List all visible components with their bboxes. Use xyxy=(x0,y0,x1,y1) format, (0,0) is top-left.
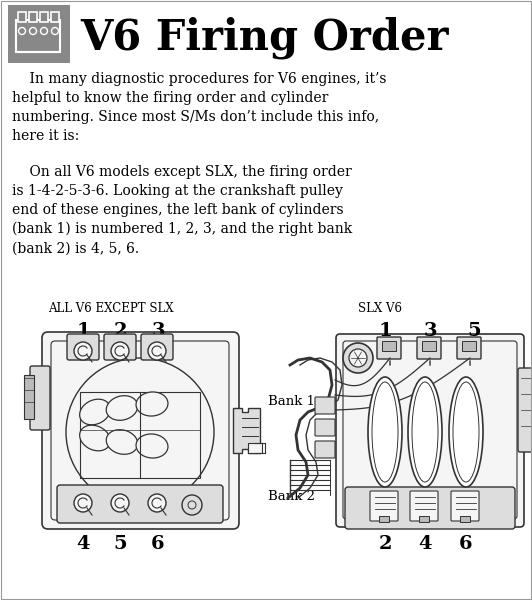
Bar xyxy=(8,5,70,63)
Circle shape xyxy=(29,28,37,34)
Circle shape xyxy=(19,28,26,34)
FancyBboxPatch shape xyxy=(336,334,524,527)
Text: Bank 1: Bank 1 xyxy=(268,395,315,408)
Circle shape xyxy=(74,494,92,512)
Ellipse shape xyxy=(66,358,214,506)
FancyBboxPatch shape xyxy=(451,491,479,521)
Text: 6: 6 xyxy=(151,535,165,553)
FancyBboxPatch shape xyxy=(417,337,441,359)
FancyBboxPatch shape xyxy=(104,334,136,360)
Text: 4: 4 xyxy=(418,535,432,553)
Text: V6 Firing Order: V6 Firing Order xyxy=(80,17,448,59)
Text: SLX V6: SLX V6 xyxy=(358,302,402,315)
Text: 1: 1 xyxy=(76,322,90,340)
Circle shape xyxy=(40,28,47,34)
Ellipse shape xyxy=(80,425,110,451)
Bar xyxy=(18,12,26,22)
Circle shape xyxy=(111,342,129,360)
Ellipse shape xyxy=(412,382,438,482)
Circle shape xyxy=(111,494,129,512)
Bar xyxy=(462,341,476,351)
Text: 4: 4 xyxy=(76,535,90,553)
Ellipse shape xyxy=(453,382,479,482)
Circle shape xyxy=(349,349,367,367)
Bar xyxy=(248,443,262,453)
FancyBboxPatch shape xyxy=(16,20,60,52)
Text: Bank 2: Bank 2 xyxy=(268,490,315,503)
Bar xyxy=(24,375,34,419)
Text: 2: 2 xyxy=(113,322,127,340)
Circle shape xyxy=(74,342,92,360)
Text: In many diagnostic procedures for V6 engines, it’s
helpful to know the firing or: In many diagnostic procedures for V6 eng… xyxy=(12,72,387,143)
Ellipse shape xyxy=(372,382,398,482)
Bar xyxy=(40,12,48,22)
Bar xyxy=(460,516,470,522)
Text: 1: 1 xyxy=(378,322,392,340)
Circle shape xyxy=(343,343,373,373)
Text: 5: 5 xyxy=(467,322,481,340)
Bar xyxy=(80,392,200,478)
Ellipse shape xyxy=(368,377,402,487)
Circle shape xyxy=(148,494,166,512)
FancyBboxPatch shape xyxy=(315,441,335,458)
Polygon shape xyxy=(233,408,260,453)
FancyBboxPatch shape xyxy=(457,337,481,359)
FancyBboxPatch shape xyxy=(315,419,335,436)
Circle shape xyxy=(52,28,59,34)
Ellipse shape xyxy=(408,377,442,487)
Text: 6: 6 xyxy=(459,535,473,553)
Ellipse shape xyxy=(106,430,138,454)
FancyBboxPatch shape xyxy=(30,366,50,430)
Text: 3: 3 xyxy=(151,322,165,340)
FancyBboxPatch shape xyxy=(345,487,515,529)
Text: 2: 2 xyxy=(378,535,392,553)
FancyBboxPatch shape xyxy=(57,485,223,523)
Circle shape xyxy=(148,342,166,360)
Bar xyxy=(419,516,429,522)
Bar xyxy=(382,341,396,351)
FancyBboxPatch shape xyxy=(410,491,438,521)
Ellipse shape xyxy=(136,392,168,416)
Circle shape xyxy=(182,495,202,515)
Text: ALL V6 EXCEPT SLX: ALL V6 EXCEPT SLX xyxy=(48,302,173,315)
FancyBboxPatch shape xyxy=(377,337,401,359)
Bar xyxy=(51,12,59,22)
Bar xyxy=(422,341,436,351)
Ellipse shape xyxy=(136,434,168,458)
Text: On all V6 models except SLX, the firing order
is 1-4-2-5-3-6. Looking at the cra: On all V6 models except SLX, the firing … xyxy=(12,165,352,256)
Bar xyxy=(379,516,389,522)
FancyBboxPatch shape xyxy=(141,334,173,360)
Ellipse shape xyxy=(80,399,110,425)
Text: 3: 3 xyxy=(423,322,437,340)
FancyBboxPatch shape xyxy=(315,397,335,414)
Text: 5: 5 xyxy=(113,535,127,553)
Bar xyxy=(29,12,37,22)
Ellipse shape xyxy=(449,377,483,487)
FancyBboxPatch shape xyxy=(67,334,99,360)
FancyBboxPatch shape xyxy=(518,368,532,452)
FancyBboxPatch shape xyxy=(370,491,398,521)
FancyBboxPatch shape xyxy=(42,332,239,529)
Ellipse shape xyxy=(106,395,138,421)
